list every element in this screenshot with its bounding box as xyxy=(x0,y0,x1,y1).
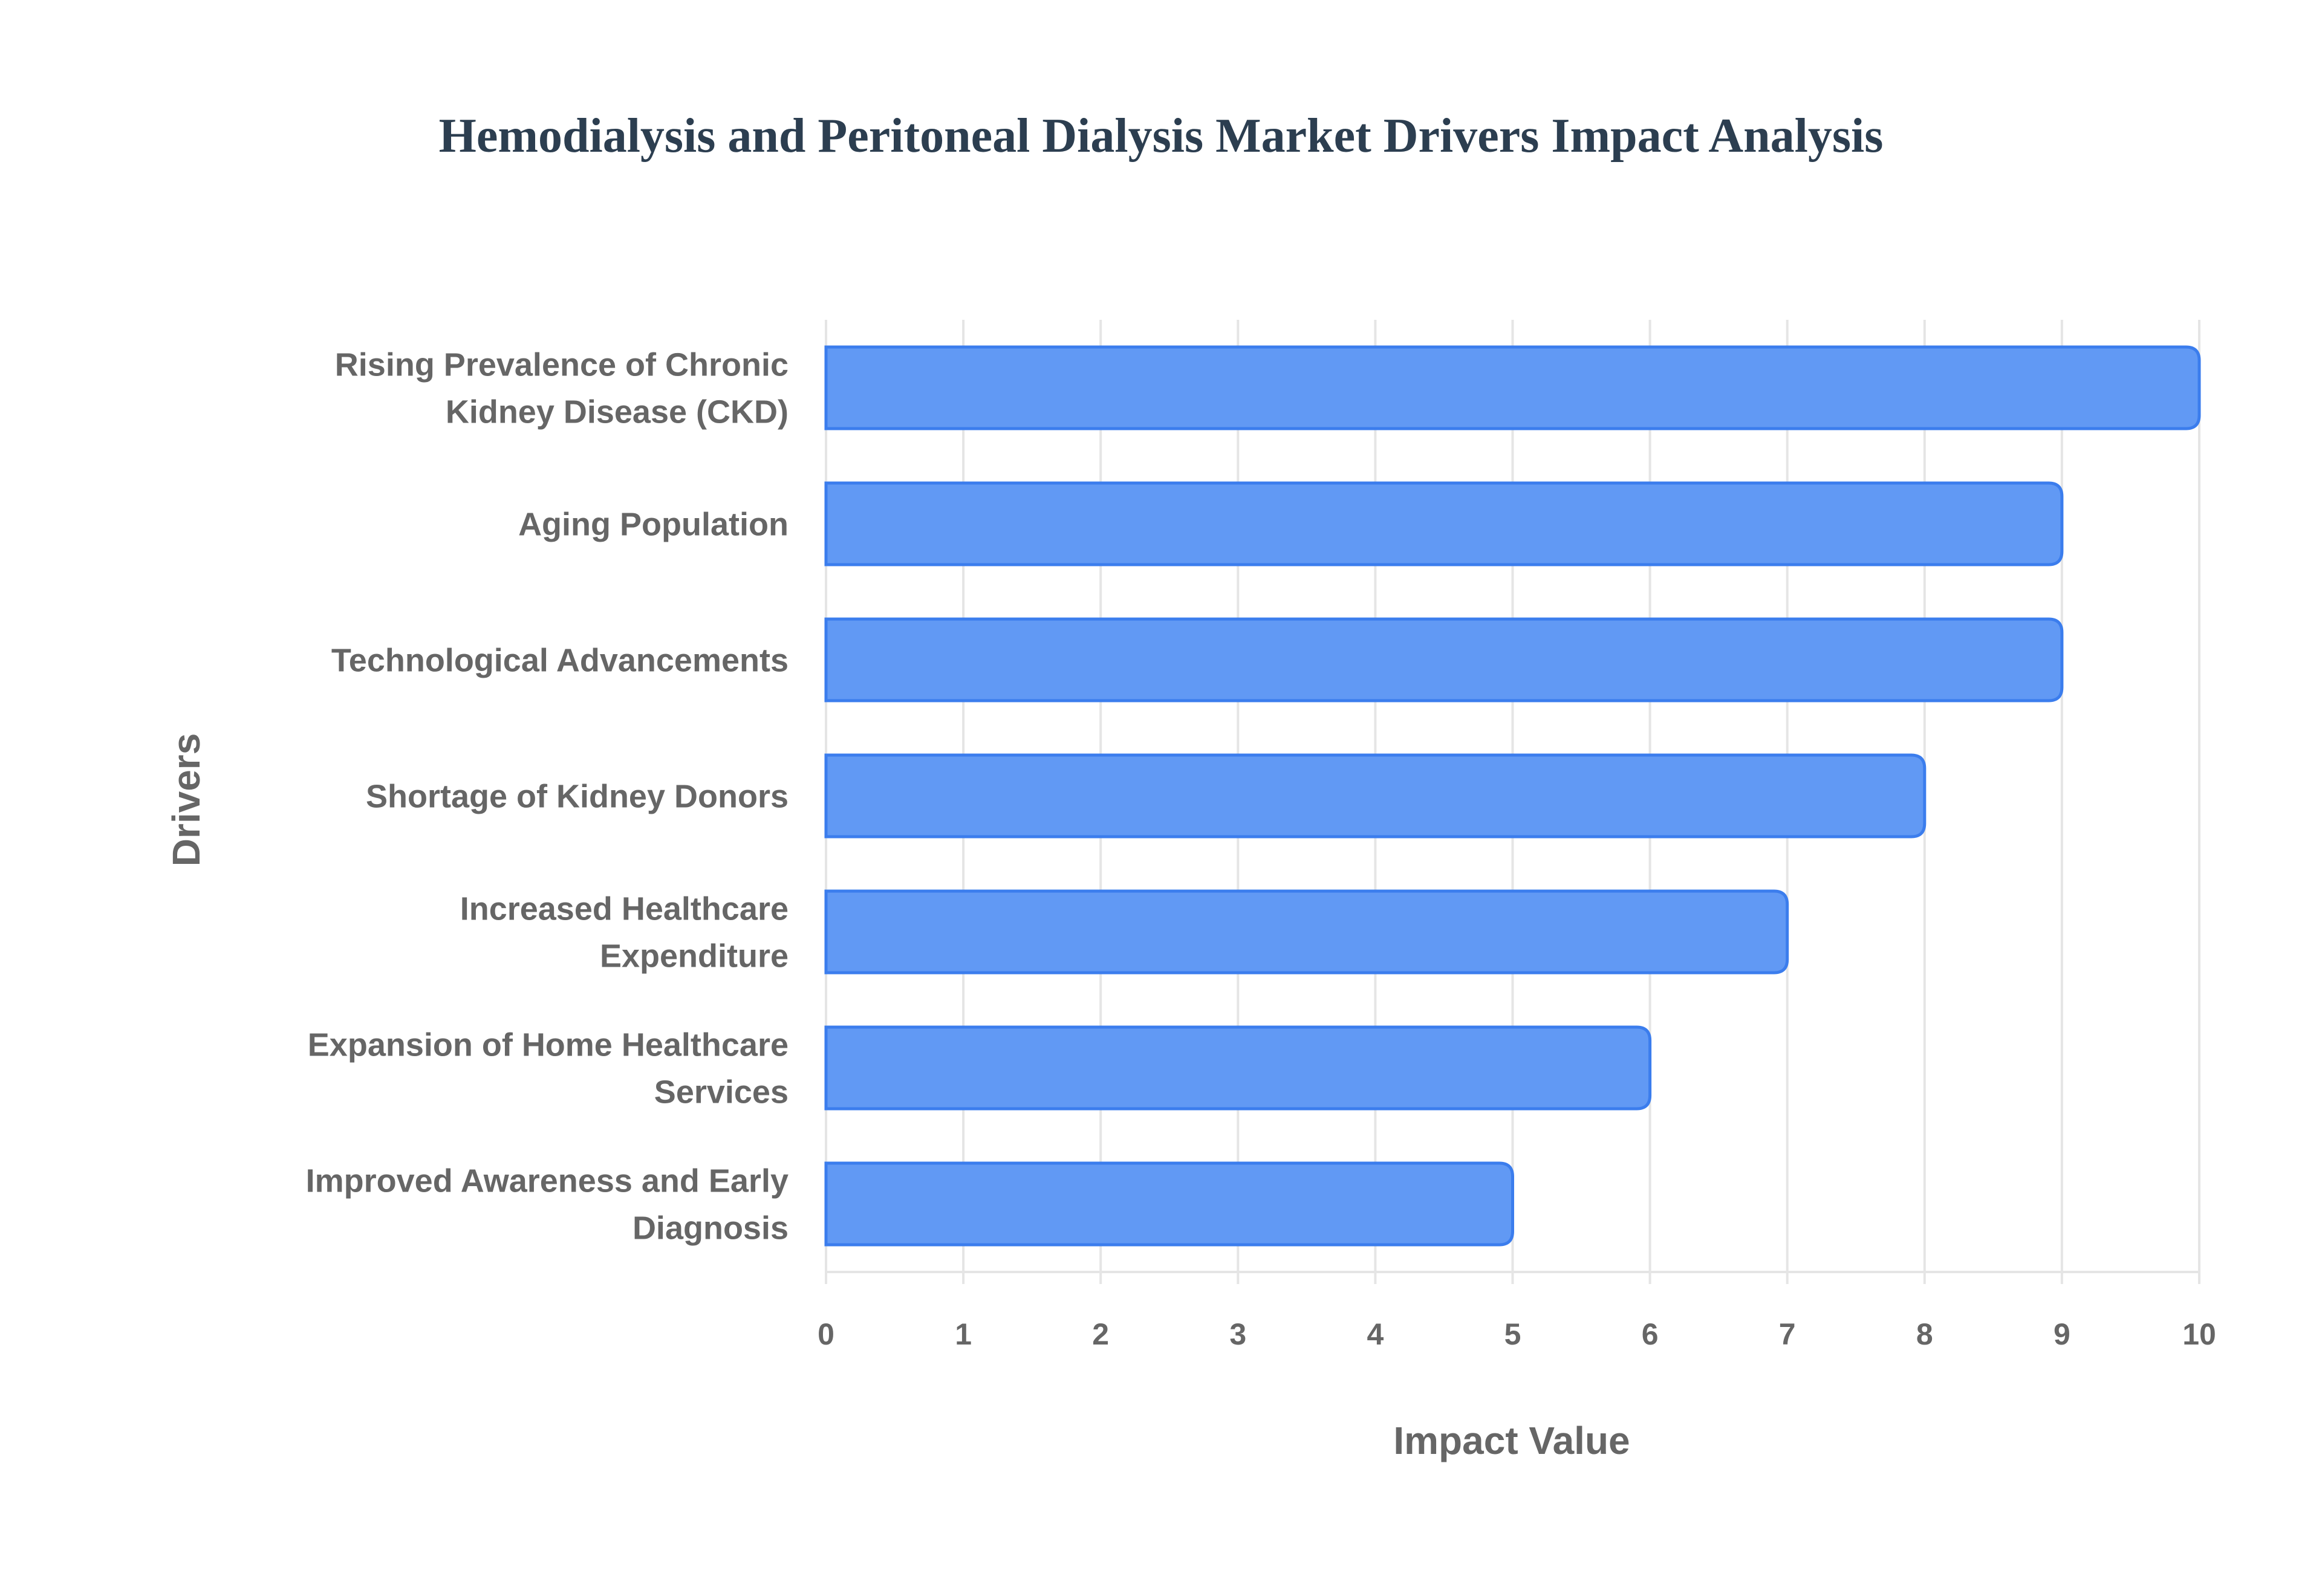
y-category-label: Expansion of Home Healthcare xyxy=(308,1027,789,1063)
bar[interactable] xyxy=(824,889,1789,975)
y-category-label: Rising Prevalence of Chronic xyxy=(335,347,789,383)
x-tick-label: 4 xyxy=(1367,1317,1384,1351)
y-category-label: Aging Population xyxy=(518,507,789,543)
bar[interactable] xyxy=(824,1025,1652,1111)
y-category-labels: Rising Prevalence of Chronic Kidney Disea… xyxy=(306,347,789,1247)
x-tick-label: 0 xyxy=(818,1317,834,1351)
x-tick-label: 7 xyxy=(1779,1317,1796,1351)
x-tick-label: 5 xyxy=(1504,1317,1521,1351)
x-tick-label: 1 xyxy=(955,1317,972,1351)
x-axis-label: Impact Value xyxy=(1393,1419,1630,1462)
y-category-label: Kidney Disease (CKD) xyxy=(446,394,789,430)
y-category-label: Technological Advancements xyxy=(331,643,789,679)
chart-title: Hemodialysis and Peritoneal Dialysis Mar… xyxy=(438,109,1884,163)
bars xyxy=(824,345,2201,1247)
bar[interactable] xyxy=(824,753,1927,839)
bar[interactable] xyxy=(824,481,2064,566)
y-category-label: Diagnosis xyxy=(633,1210,789,1247)
x-tick-label: 2 xyxy=(1092,1317,1109,1351)
x-tick-label: 8 xyxy=(1916,1317,1933,1351)
x-tick-label: 9 xyxy=(2054,1317,2070,1351)
x-tick-label: 3 xyxy=(1229,1317,1246,1351)
x-tick-labels: 0 1 2 3 4 5 6 7 8 9 10 xyxy=(818,1317,2216,1351)
y-category-label: Shortage of Kidney Donors xyxy=(366,779,789,815)
y-category-label: Expenditure xyxy=(600,938,789,975)
bar[interactable] xyxy=(824,617,2064,702)
bar[interactable] xyxy=(824,1161,1514,1247)
x-tick-label: 6 xyxy=(1642,1317,1659,1351)
y-category-label: Improved Awareness and Early xyxy=(306,1163,789,1199)
y-category-label: Services xyxy=(654,1074,789,1111)
y-axis-label: Drivers xyxy=(164,733,208,867)
bar[interactable] xyxy=(824,345,2201,430)
y-category-label: Increased Healthcare xyxy=(460,891,789,927)
x-tick-label: 10 xyxy=(2182,1317,2216,1351)
